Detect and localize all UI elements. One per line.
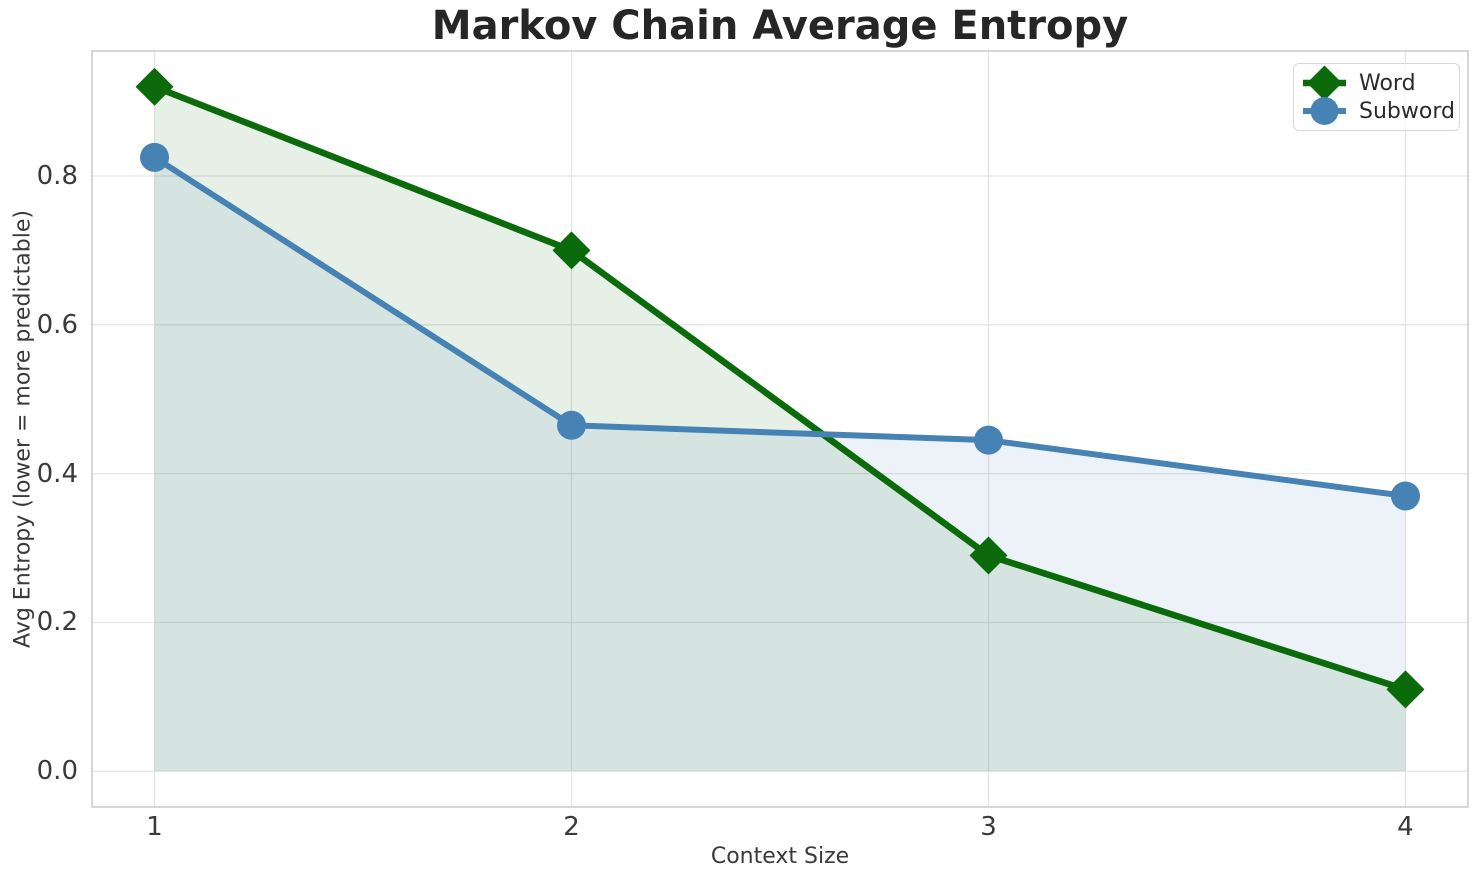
subword-marker	[557, 410, 587, 440]
legend-label-subword: Subword	[1359, 98, 1455, 124]
x-tick-label-3: 3	[980, 812, 997, 842]
word-line	[151, 83, 1409, 693]
subword-marker	[973, 425, 1003, 455]
y-axis-label: Avg Entropy (lower = more predictable)	[10, 210, 36, 648]
y-tick-label-0.8: 0.8	[36, 161, 78, 191]
subword-line-circle-icon	[1303, 97, 1346, 125]
x-axis-label: Context Size	[710, 844, 850, 869]
legend-label-word: Word	[1359, 70, 1416, 96]
subword-line	[151, 154, 1409, 499]
word-marker	[1386, 670, 1425, 709]
x-tick-label-2: 2	[563, 812, 580, 842]
y-tick-label-0.4: 0.4	[36, 458, 78, 489]
x-tick-label-1: 1	[146, 812, 163, 842]
y-tick-label-0.2: 0.2	[36, 607, 78, 638]
word-marker	[552, 231, 591, 270]
subword-marker	[1390, 481, 1420, 511]
word-line-diamond-icon	[1303, 65, 1346, 101]
chart-title: Markov Chain Average Entropy	[431, 3, 1129, 49]
legend: Word Subword	[1293, 63, 1460, 131]
legend-item-subword: Subword	[1301, 97, 1459, 125]
word-marker	[969, 536, 1008, 575]
y-tick-label-0.0: 0.0	[36, 756, 78, 787]
x-tick-label-4: 4	[1397, 812, 1414, 842]
legend-item-word: Word	[1301, 65, 1459, 101]
word-area-fill	[154, 86, 1406, 772]
plot-border	[91, 50, 1469, 808]
subword-marker	[140, 142, 170, 172]
y-tick-label-0.6: 0.6	[36, 309, 78, 340]
subword-area-fill	[154, 157, 1406, 772]
word-marker	[135, 67, 174, 106]
